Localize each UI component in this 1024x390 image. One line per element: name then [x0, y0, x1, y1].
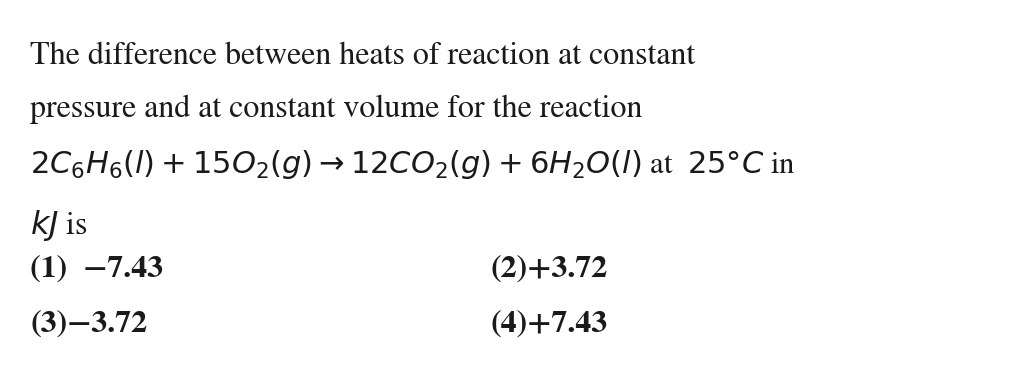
Text: $2C_6H_6(l)+15O_2(g)\rightarrow 12CO_2(g)+6H_2O(l)$ at  $25°C$ in: $2C_6H_6(l)+15O_2(g)\rightarrow 12CO_2(g… [30, 148, 796, 181]
Text: (4)+7.43: (4)+7.43 [490, 310, 607, 337]
Text: (3)−3.72: (3)−3.72 [30, 310, 147, 337]
Text: $kJ$ is: $kJ$ is [30, 208, 88, 243]
Text: The difference between heats of reaction at constant: The difference between heats of reaction… [30, 42, 695, 71]
Text: (2)+3.72: (2)+3.72 [490, 255, 607, 282]
Text: pressure and at constant volume for the reaction: pressure and at constant volume for the … [30, 95, 642, 124]
Text: (1)  −7.43: (1) −7.43 [30, 255, 163, 282]
